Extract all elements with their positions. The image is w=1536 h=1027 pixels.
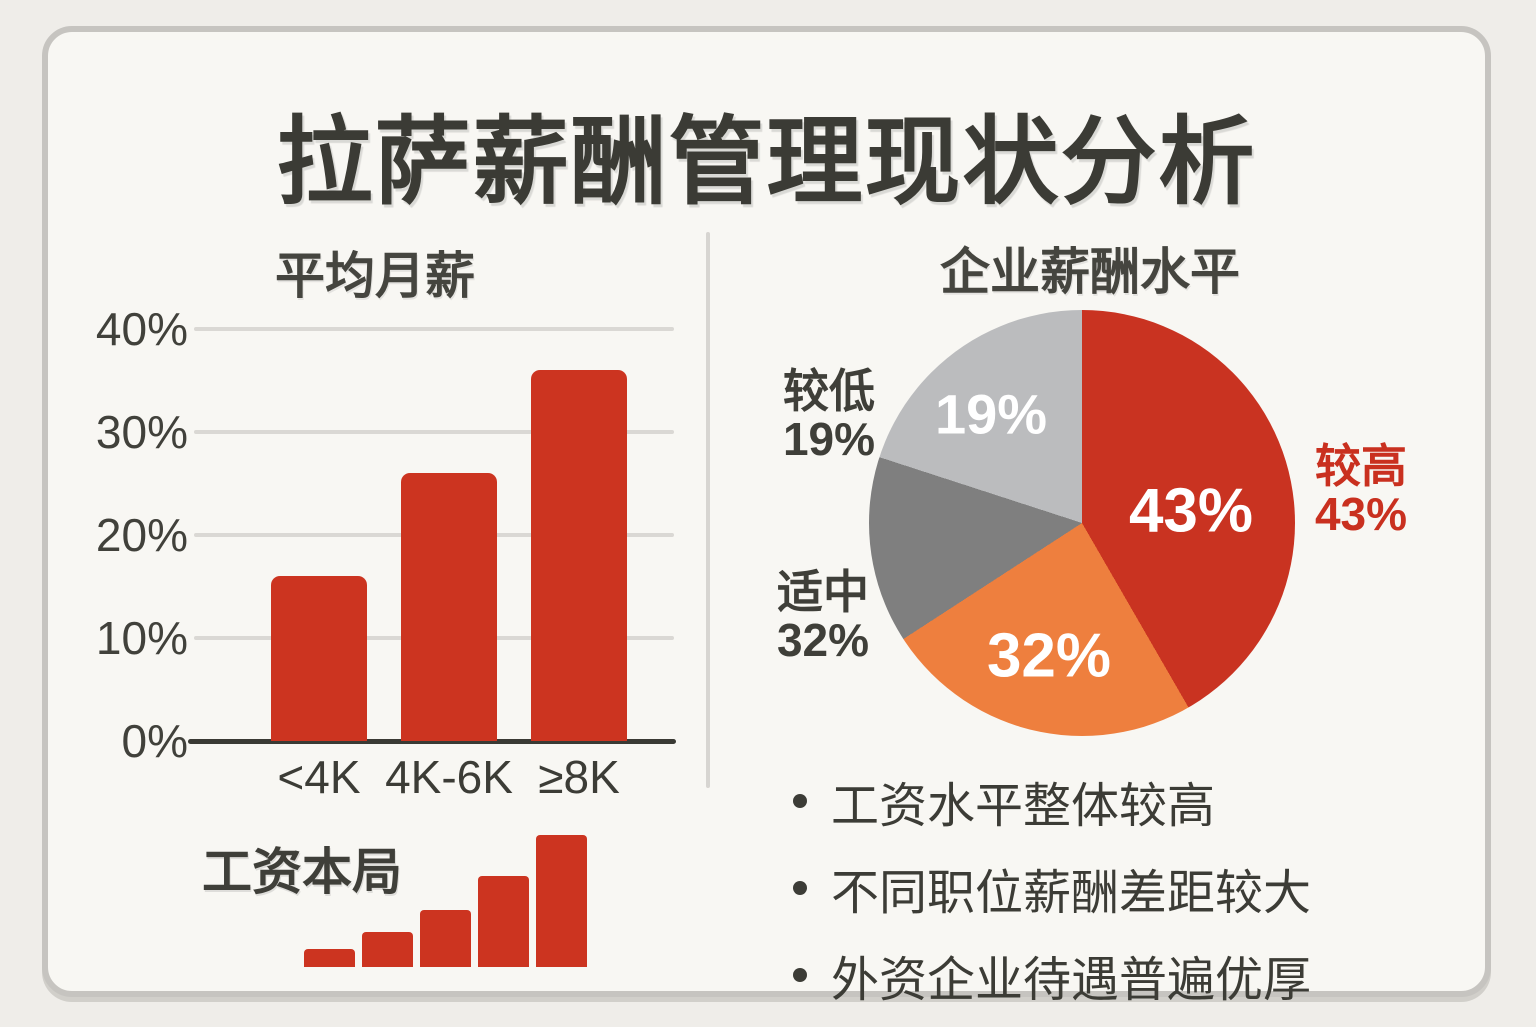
bullet-dot-icon — [793, 881, 807, 895]
bar-chart-ytick: 20% — [95, 509, 188, 561]
notes-item: 不同职位薪酬差距较大 — [793, 853, 1433, 923]
pie-legend-low-name: 较低 — [782, 365, 875, 417]
mini-chart-bar — [304, 949, 355, 967]
page-title: 拉萨薪酬管理现状分析 — [276, 109, 1257, 216]
mini-chart-bar — [362, 932, 413, 967]
pie-legend-mid-value: 32% — [776, 614, 870, 666]
bar-chart-bar — [271, 576, 367, 741]
pie-slice-value-orange: 32% — [986, 621, 1112, 691]
notes-item: 工资水平整体较高 — [793, 766, 1433, 836]
bar-chart-xtick: 4K-6K — [385, 751, 513, 803]
pie-legend-mid: 适中 32% — [777, 568, 869, 664]
bar-chart-gridline — [194, 430, 674, 434]
mini-chart-bar — [536, 835, 587, 967]
pie-legend-low: 较低 19% — [783, 367, 875, 463]
mini-chart-label: 工资本局 — [202, 844, 402, 900]
bar-chart-ytick: 10% — [95, 612, 188, 664]
bar-chart-ytick: 30% — [95, 406, 188, 458]
mini-chart-bar — [478, 876, 529, 967]
bar-chart-xtick: <4K — [277, 751, 361, 803]
pie-chart — [869, 310, 1295, 736]
pie-legend-mid-name: 适中 — [776, 566, 869, 618]
bullet-dot-icon — [793, 794, 807, 808]
notes-item-text: 工资水平整体较高 — [831, 780, 1216, 833]
bar-chart-gridline — [194, 327, 674, 331]
notes-item-text: 不同职位薪酬差距较大 — [831, 867, 1312, 920]
bar-chart-ytick: 0% — [121, 715, 188, 767]
pie-chart-title: 企业薪酬水平 — [940, 244, 1240, 300]
notes-list: 工资水平整体较高不同职位薪酬差距较大 外资企业待遇普遍优厚 — [793, 766, 1433, 1027]
pie-legend-low-value: 19% — [782, 413, 876, 465]
infographic-card: 拉萨薪酬管理现状分析 平均月薪 40% 30% 20% 10% 0% <4K 4K-6K ≥8… — [42, 26, 1491, 1007]
pie-legend-high-name: 较高 — [1314, 440, 1407, 492]
bar-chart-title: 平均月薪 — [275, 248, 475, 304]
bar-chart-bar — [531, 370, 627, 741]
pie-legend-high: 较高 43% — [1315, 442, 1407, 538]
notes-item: 外资企业待遇普遍优厚 — [793, 940, 1433, 1010]
pie-legend-high-value: 43% — [1314, 488, 1408, 540]
notes-item-text: 外资企业待遇普遍优厚 — [831, 954, 1312, 1007]
pie-slice-value-low: 19% — [934, 382, 1048, 446]
bar-chart-xaxis — [188, 739, 676, 744]
bar-chart-xtick: ≥8K — [538, 751, 620, 803]
bar-chart-ytick: 40% — [95, 303, 188, 355]
mini-chart-bar — [420, 910, 471, 967]
bar-chart-bar — [401, 473, 497, 741]
column-divider — [706, 232, 710, 788]
bullet-dot-icon — [793, 968, 807, 982]
pie-slice-value-high: 43% — [1128, 476, 1254, 546]
